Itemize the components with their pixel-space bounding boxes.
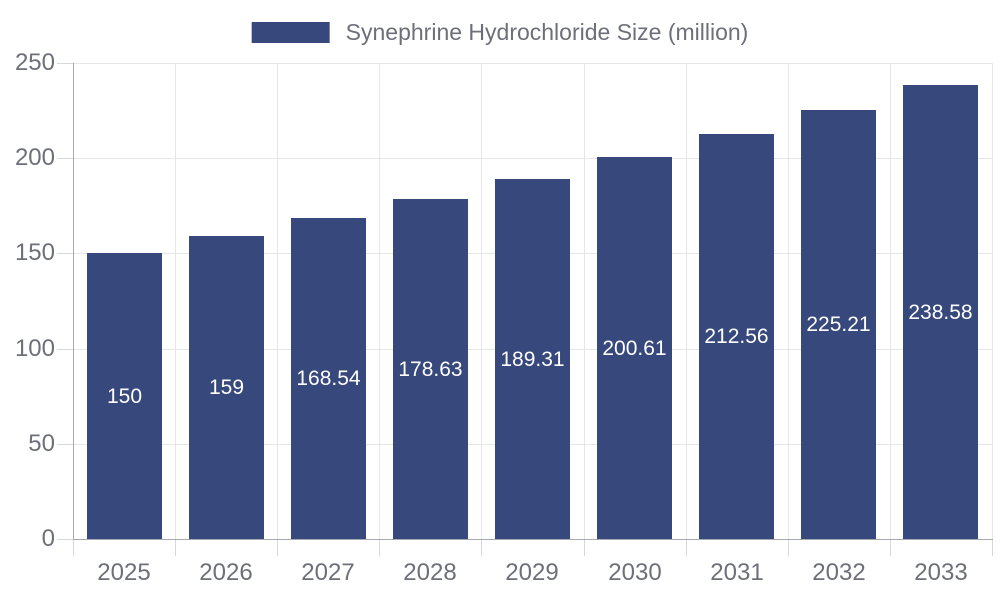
bar-value-label: 238.58 bbox=[908, 300, 973, 324]
bar[interactable]: 189.31 bbox=[495, 179, 570, 539]
bar-value-label: 150 bbox=[106, 384, 143, 408]
x-axis-tick bbox=[379, 539, 380, 556]
x-tick-label: 2033 bbox=[914, 559, 968, 586]
h-gridline bbox=[73, 63, 992, 64]
legend[interactable]: Synephrine Hydrochloride Size (million) bbox=[251, 19, 749, 45]
x-axis-tick bbox=[175, 539, 176, 556]
x-axis-tick bbox=[277, 539, 278, 556]
x-axis-tick bbox=[481, 539, 482, 556]
y-axis-tick bbox=[57, 253, 73, 254]
x-axis-tick bbox=[584, 539, 585, 556]
v-gridline bbox=[175, 63, 176, 539]
bar-value-label: 212.56 bbox=[704, 325, 769, 348]
y-tick-label: 250 bbox=[14, 49, 55, 76]
bar[interactable]: 212.56 bbox=[699, 134, 774, 539]
v-gridline bbox=[277, 63, 278, 539]
y-tick-label: 150 bbox=[14, 239, 55, 266]
x-axis-tick bbox=[788, 539, 789, 556]
h-gridline bbox=[73, 158, 992, 159]
y-axis-tick bbox=[57, 158, 73, 159]
bar[interactable]: 225.21 bbox=[801, 110, 876, 539]
v-gridline bbox=[890, 63, 891, 539]
x-axis-tick bbox=[73, 539, 74, 556]
bar[interactable]: 150 bbox=[87, 253, 162, 539]
x-tick-label: 2032 bbox=[812, 559, 866, 586]
bar-value-label: 200.61 bbox=[602, 336, 667, 360]
y-tick-label: 50 bbox=[28, 430, 55, 457]
x-tick-label: 2028 bbox=[403, 559, 457, 586]
bar[interactable]: 238.58 bbox=[903, 85, 978, 539]
x-tick-label: 2026 bbox=[199, 559, 253, 586]
x-tick-label: 2029 bbox=[505, 559, 559, 586]
bar-value-label: 178.63 bbox=[398, 357, 463, 381]
x-axis-tick bbox=[890, 539, 891, 556]
bar[interactable]: 200.61 bbox=[597, 157, 672, 539]
bar[interactable]: 159 bbox=[189, 236, 264, 539]
x-tick-label: 2025 bbox=[97, 559, 151, 586]
v-gridline bbox=[992, 63, 993, 539]
y-tick-label: 100 bbox=[14, 335, 55, 362]
v-gridline bbox=[481, 63, 482, 539]
bar-value-label: 189.31 bbox=[500, 347, 565, 371]
bar-value-label: 159 bbox=[208, 376, 245, 399]
x-tick-label: 2031 bbox=[710, 559, 764, 586]
v-gridline bbox=[788, 63, 789, 539]
y-axis-tick bbox=[57, 63, 73, 64]
y-axis-tick bbox=[57, 349, 73, 350]
y-tick-label: 0 bbox=[41, 525, 55, 552]
v-gridline bbox=[584, 63, 585, 539]
legend-swatch bbox=[251, 22, 330, 43]
v-gridline bbox=[379, 63, 380, 539]
bar[interactable]: 168.54 bbox=[291, 218, 366, 539]
y-tick-label: 200 bbox=[14, 144, 55, 171]
y-axis-tick bbox=[57, 539, 73, 540]
x-axis-tick bbox=[686, 539, 687, 556]
x-tick-label: 2030 bbox=[608, 559, 662, 586]
bar-value-label: 168.54 bbox=[296, 367, 361, 390]
y-axis-line bbox=[73, 63, 74, 540]
bar[interactable]: 178.63 bbox=[393, 199, 468, 539]
legend-label: Synephrine Hydrochloride Size (million) bbox=[345, 19, 749, 45]
bar-value-label: 225.21 bbox=[806, 313, 871, 336]
y-axis-tick bbox=[57, 444, 73, 445]
x-tick-label: 2027 bbox=[301, 559, 355, 586]
v-gridline bbox=[686, 63, 687, 539]
x-axis-line bbox=[73, 539, 993, 540]
x-axis-tick bbox=[992, 539, 993, 556]
